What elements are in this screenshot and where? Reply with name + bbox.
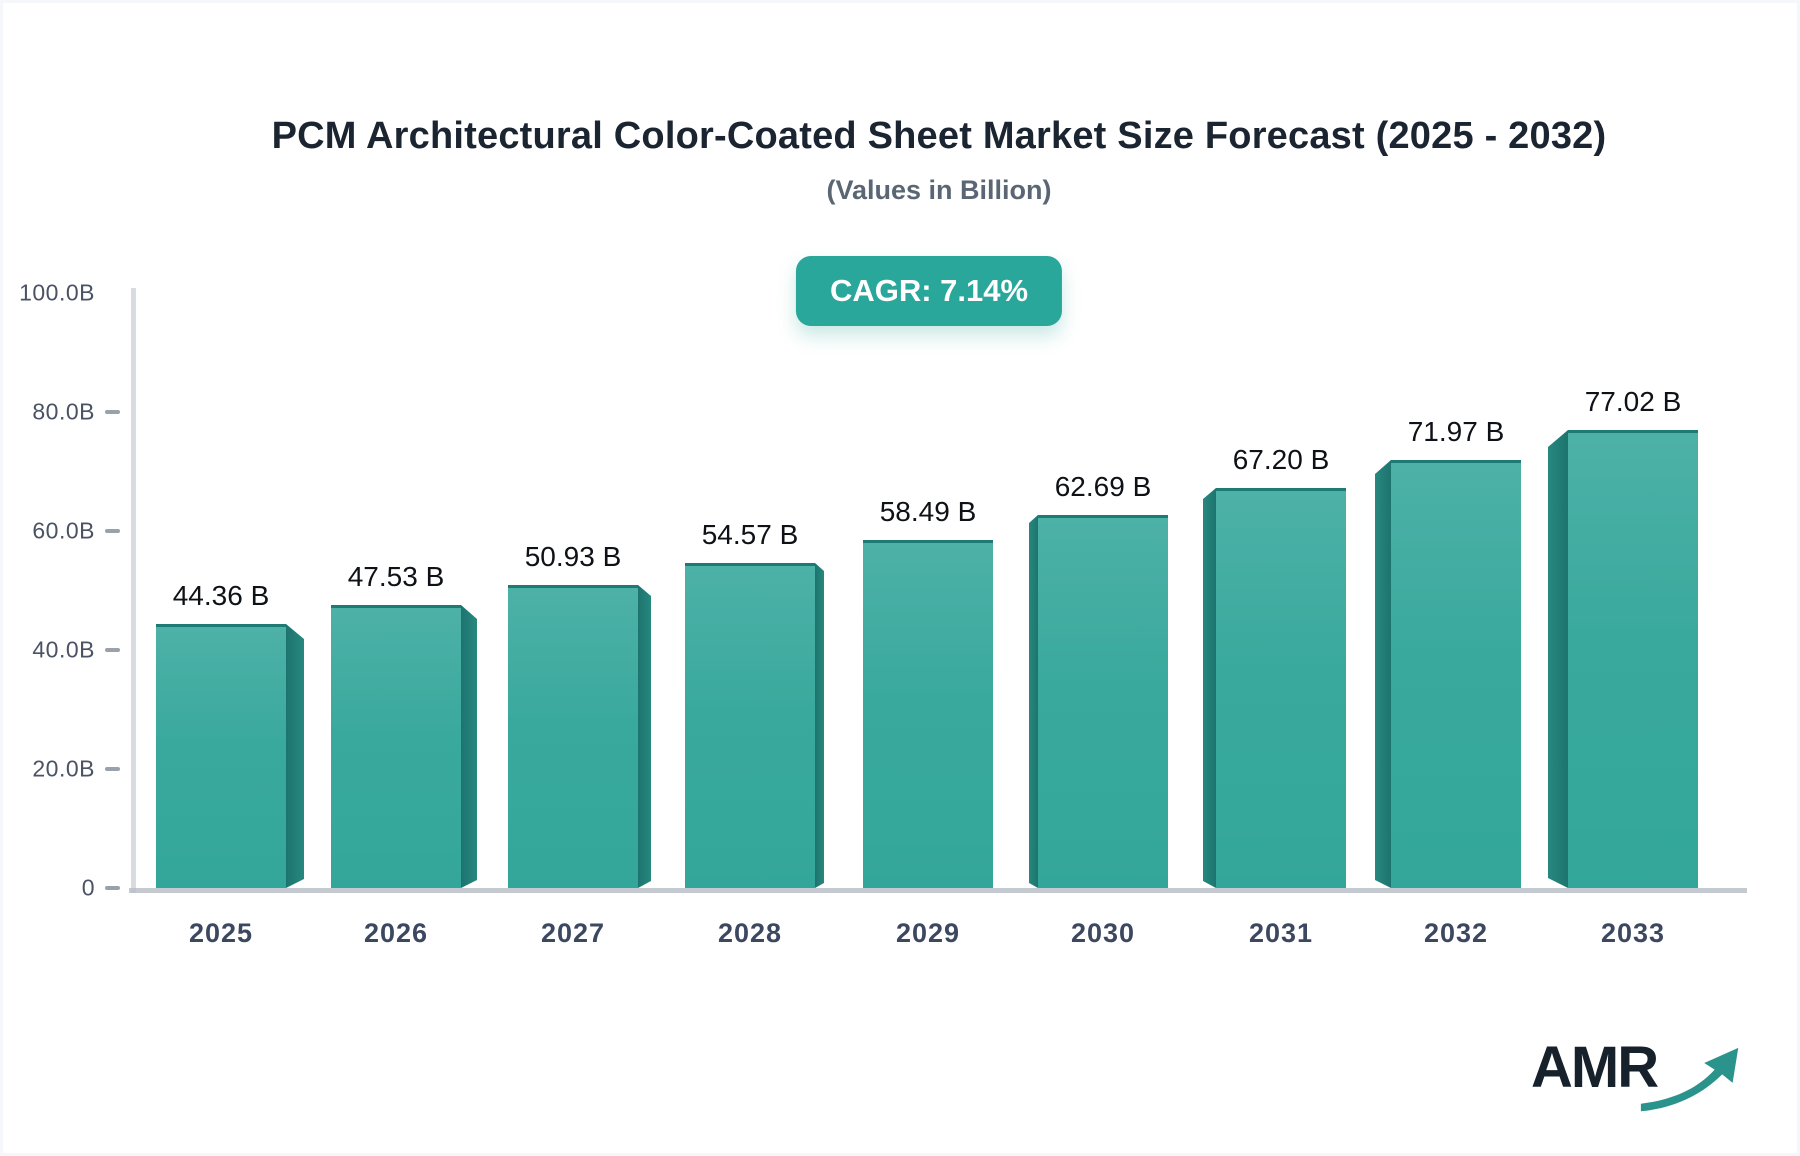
bar-value-label: 47.53 B	[347, 561, 445, 592]
bar-side-face-2025	[286, 624, 304, 888]
bar-2027	[508, 585, 638, 888]
bar-value-label: 77.02 B	[1584, 386, 1682, 417]
x-axis-label-2031: 2031	[1248, 918, 1314, 948]
chart-title: PCM Architectural Color-Coated Sheet Mar…	[271, 115, 1607, 157]
x-axis-label-2028: 2028	[717, 918, 783, 948]
bar-2033	[1568, 430, 1698, 888]
y-axis-tick-label: 100.0B	[19, 279, 95, 306]
bar-side-face-2030	[1029, 515, 1038, 888]
bar-side-face-2027	[638, 585, 651, 888]
x-axis-label-2032: 2032	[1423, 918, 1489, 948]
y-axis-tick-label: 60.0B	[32, 517, 95, 544]
bar-side-face-2033	[1548, 430, 1568, 888]
bar-side-face-2026	[461, 605, 477, 888]
y-axis-tick-mark	[105, 648, 120, 652]
bar-2032	[1391, 460, 1521, 888]
x-axis-label-2029: 2029	[895, 918, 961, 948]
y-axis-tick-label: 20.0B	[32, 755, 95, 782]
y-axis-tick-label: 0	[81, 874, 95, 901]
y-axis-tick-mark	[105, 529, 120, 533]
x-axis-label-2025: 2025	[188, 918, 254, 948]
bar-value-label: 62.69 B	[1054, 471, 1152, 502]
x-axis-label-2030: 2030	[1070, 918, 1136, 948]
x-axis-baseline	[129, 888, 1747, 893]
bar-side-face-2028	[815, 563, 824, 888]
bar-2028	[685, 563, 815, 888]
y-axis-tick-label: 80.0B	[32, 398, 95, 425]
x-axis-label-2033: 2033	[1600, 918, 1666, 948]
bar-2025	[156, 624, 286, 888]
bar-value-label: 58.49 B	[879, 496, 977, 527]
bar-value-label: 67.20 B	[1232, 444, 1330, 475]
bar-2031	[1216, 488, 1346, 888]
y-axis-line	[131, 288, 136, 893]
bar-value-label: 71.97 B	[1407, 416, 1505, 447]
bar-side-face-2031	[1203, 488, 1216, 888]
x-axis-label-2026: 2026	[363, 918, 429, 948]
bar-value-label: 44.36 B	[172, 580, 270, 611]
chart-subtitle: (Values in Billion)	[826, 175, 1052, 205]
bar-2029	[863, 540, 993, 888]
bar-2030	[1038, 515, 1168, 888]
bar-2026	[331, 605, 461, 888]
bar-side-face-2032	[1375, 460, 1391, 888]
cagr-badge: CAGR: 7.14%	[795, 256, 1063, 326]
y-axis-tick-mark	[105, 410, 120, 414]
amr-logo-text: AMR	[1531, 1035, 1659, 1100]
amr-logo: AMR	[1531, 1033, 1739, 1123]
growth-arrow-icon	[1640, 1047, 1739, 1112]
x-axis-label-2027: 2027	[540, 918, 606, 948]
bar-value-label: 50.93 B	[524, 541, 622, 572]
y-axis-tick-mark	[105, 767, 120, 771]
y-axis-tick-label: 40.0B	[32, 636, 95, 663]
bar-value-label: 54.57 B	[701, 519, 799, 550]
y-axis-tick-mark	[105, 886, 120, 890]
